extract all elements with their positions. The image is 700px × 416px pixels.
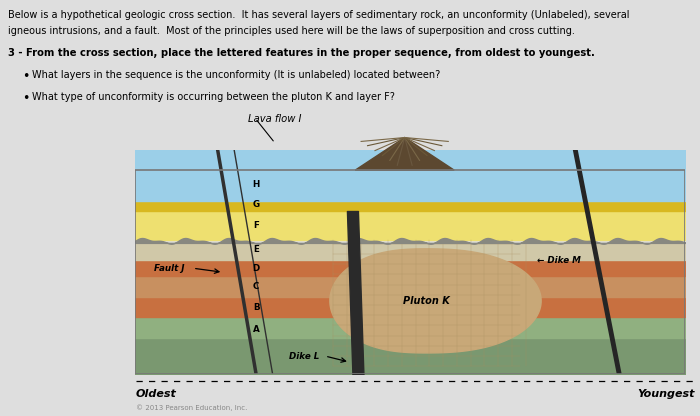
Text: © 2013 Pearson Education, Inc.: © 2013 Pearson Education, Inc. (136, 404, 247, 411)
Text: B: B (253, 302, 260, 312)
Text: Dike L: Dike L (289, 352, 319, 361)
Text: G: G (253, 201, 260, 209)
Text: E: E (253, 245, 259, 254)
Text: Below is a hypothetical geologic cross section.  It has several layers of sedime: Below is a hypothetical geologic cross s… (8, 10, 629, 20)
Text: What layers in the sequence is the unconformity (It is unlabeled) located betwee: What layers in the sequence is the uncon… (32, 70, 440, 80)
Text: What type of unconformity is occurring between the pluton K and layer F?: What type of unconformity is occurring b… (32, 92, 395, 102)
Text: Youngest: Youngest (638, 389, 695, 399)
Text: Oldest: Oldest (136, 389, 177, 399)
Text: 3 - From the cross section, place the lettered features in the proper sequence, : 3 - From the cross section, place the le… (8, 48, 595, 58)
Text: igneous intrusions, and a fault.  Most of the principles used here will be the l: igneous intrusions, and a fault. Most of… (8, 26, 575, 36)
Text: A: A (253, 325, 260, 334)
Text: Lava flow I: Lava flow I (248, 114, 302, 124)
Text: D: D (253, 264, 260, 273)
Text: ← Dike M: ← Dike M (537, 255, 580, 265)
Text: •: • (22, 92, 29, 105)
Text: F: F (253, 221, 259, 230)
Text: Fault J: Fault J (155, 264, 185, 273)
Text: C: C (253, 282, 259, 291)
Polygon shape (330, 249, 541, 353)
Text: •: • (22, 70, 29, 83)
Text: H: H (253, 180, 260, 189)
Text: Pluton K: Pluton K (403, 296, 450, 306)
Polygon shape (355, 138, 454, 170)
